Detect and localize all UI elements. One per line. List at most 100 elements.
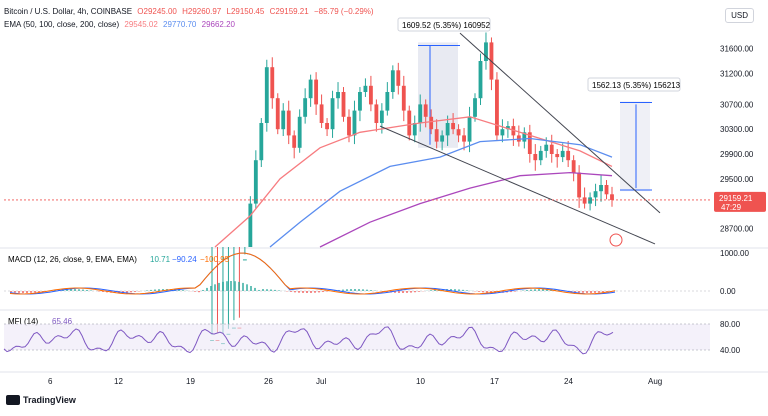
- ema200-value: 29662.20: [202, 20, 235, 29]
- macd-histogram-bar: [402, 291, 404, 293]
- macd-histogram-bar: [530, 290, 532, 291]
- macd-histogram-bar: [406, 291, 408, 293]
- y-tick-label: 31200.00: [720, 69, 754, 78]
- macd-histogram-bar: [14, 291, 16, 293]
- x-tick-label: 19: [186, 377, 195, 386]
- candle-body: [495, 80, 499, 136]
- x-tick-label: 26: [264, 377, 273, 386]
- macd-histogram-bar: [598, 291, 600, 293]
- macd-histogram-bar: [418, 291, 420, 292]
- change-value: −85.79 (−0.29%): [314, 7, 374, 16]
- candle-body: [500, 129, 504, 135]
- candle-body: [473, 98, 477, 117]
- macd-histogram-bar: [586, 291, 588, 293]
- candle-body: [413, 123, 417, 135]
- candle-body: [281, 111, 285, 130]
- candle-body: [331, 98, 335, 129]
- macd-histogram-bar: [134, 291, 136, 292]
- macd-histogram-bar: [158, 289, 160, 291]
- macd-histogram-bar: [362, 289, 364, 291]
- macd-histogram-bar: [366, 290, 368, 291]
- macd-histogram-bar: [342, 290, 344, 291]
- macd-histogram-bar: [486, 291, 488, 293]
- pair-title[interactable]: Bitcoin / U.S. Dollar, 4h, COINBASE: [4, 7, 132, 16]
- macd-histogram-bar: [130, 291, 132, 292]
- candle-body: [594, 191, 598, 197]
- symbol-header: Bitcoin / U.S. Dollar, 4h, COINBASE O292…: [4, 7, 377, 17]
- y-tick-label: 30300.00: [720, 125, 754, 134]
- candle-body: [303, 98, 307, 117]
- macd-histogram-bar: [242, 283, 244, 291]
- macd-histogram-bar: [314, 291, 316, 293]
- x-tick-label: 24: [564, 377, 573, 386]
- macd-histogram-bar: [10, 291, 12, 292]
- macd-histogram-bar: [398, 291, 400, 293]
- last-price-label: 29159.21: [719, 194, 753, 203]
- candle-body: [583, 197, 587, 203]
- macd-title: MACD (12, 26, close, 9, EMA, EMA): [8, 255, 137, 264]
- candle-body: [254, 160, 258, 203]
- candle-body: [369, 86, 373, 105]
- macd-histogram-bar: [74, 289, 76, 291]
- macd-histogram-bar: [198, 291, 200, 292]
- candle-body: [364, 86, 368, 92]
- macd-y-tick: 1000.00: [720, 249, 749, 258]
- macd-histogram-bar: [210, 286, 212, 291]
- candle-body: [380, 111, 384, 123]
- candle-body: [243, 259, 247, 260]
- candle-body: [265, 67, 269, 123]
- x-tick-label: 10: [416, 377, 425, 386]
- macd-histogram-bar: [430, 290, 432, 291]
- macd-histogram-bar: [414, 291, 416, 292]
- macd-histogram-bar: [310, 291, 312, 293]
- candle-body: [418, 104, 422, 123]
- candle-body: [533, 154, 537, 160]
- macd-histogram-bar: [578, 291, 580, 292]
- x-tick-label: 17: [490, 377, 499, 386]
- macd-histogram-bar: [90, 290, 92, 291]
- measure-box-2: [620, 101, 650, 191]
- candle-body: [342, 92, 346, 117]
- candle-body: [561, 151, 565, 157]
- macd-histogram-bar: [318, 291, 320, 292]
- candle-body: [457, 129, 461, 135]
- macd-histogram-bar: [206, 288, 208, 291]
- tradingview-logo[interactable]: TradingView: [6, 395, 76, 405]
- macd-histogram-bar: [538, 289, 540, 291]
- macd-histogram-bar: [294, 291, 296, 292]
- open-value: O29245.00: [137, 7, 177, 16]
- macd-histogram-bar: [594, 291, 596, 293]
- candle-body: [325, 123, 329, 129]
- macd-histogram-bar: [22, 291, 24, 293]
- currency-button[interactable]: USD: [725, 8, 754, 23]
- macd-histogram-bar: [34, 291, 36, 293]
- macd-histogram-bar: [322, 291, 324, 292]
- macd-histogram-bar: [150, 290, 152, 291]
- macd-histogram-bar: [478, 291, 480, 292]
- y-tick-label: 29900.00: [720, 150, 754, 159]
- ema-title[interactable]: EMA (50, 100, close, 200, close): [4, 20, 119, 29]
- macd-histogram-bar: [154, 290, 156, 291]
- macd-histogram-bar: [146, 290, 148, 291]
- macd-histogram-bar: [194, 291, 196, 292]
- candle-body: [353, 111, 357, 136]
- mfi-y-tick: 80.00: [720, 320, 741, 329]
- x-tick-label: 12: [114, 377, 123, 386]
- candle-body: [435, 129, 439, 141]
- macd-histogram-bar: [302, 291, 304, 293]
- macd-histogram-bar: [514, 291, 516, 292]
- macd-histogram-bar: [410, 291, 412, 293]
- countdown-label: 47:29: [721, 203, 742, 212]
- candle-body: [572, 160, 576, 172]
- macd-histogram-bar: [238, 282, 240, 291]
- low-value: L29150.45: [227, 7, 265, 16]
- macd-histogram-bar: [214, 284, 216, 291]
- candle-body: [599, 185, 603, 191]
- mfi-band: [4, 324, 710, 350]
- macd-histogram-bar: [350, 289, 352, 291]
- macd-histogram-bar: [354, 289, 356, 291]
- candle-body: [577, 173, 581, 198]
- candle-body: [446, 123, 450, 135]
